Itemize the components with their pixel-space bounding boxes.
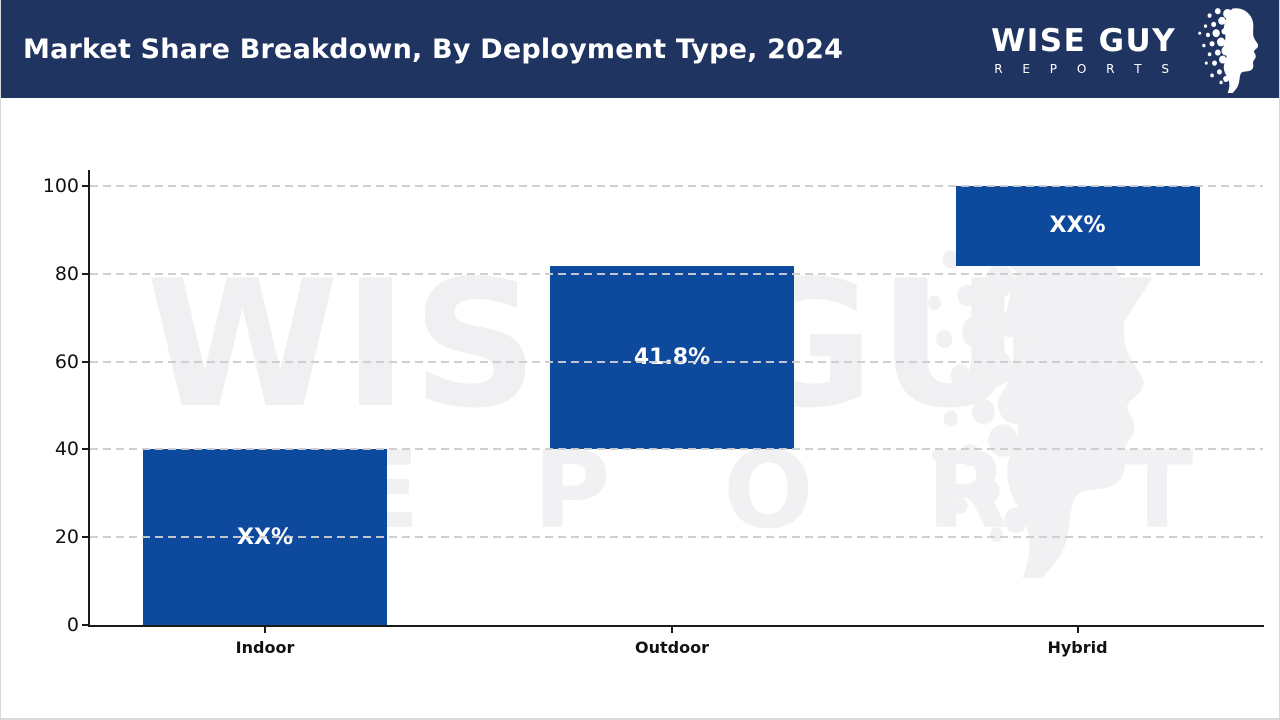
header: Market Share Breakdown, By Deployment Ty… (1, 0, 1279, 98)
page-title: Market Share Breakdown, By Deployment Ty… (23, 33, 844, 65)
y-tick-label: 0 (66, 614, 79, 636)
x-category-label: Indoor (235, 638, 295, 657)
x-tick-mark (1076, 627, 1079, 633)
x-tick-mark (671, 627, 673, 633)
brand-head-icon (1198, 8, 1259, 93)
bar-value-label: 41.8% (633, 345, 711, 371)
bar-value-label: XX% (1049, 213, 1106, 239)
gridline (90, 448, 1263, 451)
y-tick-label: 60 (54, 350, 79, 373)
gridline (90, 360, 1263, 363)
y-tick-label: 20 (54, 526, 79, 549)
x-axis-line (88, 625, 1264, 627)
x-category-label: Hybrid (1047, 638, 1108, 657)
brand-name: WISE GUY (991, 22, 1177, 59)
brand-subtitle: R E P O R T S (994, 61, 1177, 76)
y-tick-label: 40 (54, 438, 79, 461)
y-tick-mark (82, 185, 89, 187)
y-tick-mark (82, 448, 89, 451)
y-tick-label: 80 (54, 262, 79, 285)
x-category-label: Outdoor (635, 638, 709, 657)
bar: 41.8% (550, 265, 794, 450)
y-tick-mark (82, 536, 89, 539)
y-tick-mark (82, 360, 89, 363)
y-tick-mark (82, 272, 89, 275)
gridline (90, 272, 1263, 275)
bar: XX% (955, 186, 1200, 266)
brand-logo-text: WISE GUY R E P O R T S (990, 23, 1177, 76)
brand-logo: WISE GUY R E P O R T S (990, 5, 1267, 93)
gridline (90, 536, 1263, 539)
x-tick-mark (264, 627, 266, 633)
y-tick-label: 100 (42, 175, 79, 197)
y-axis-line (88, 170, 90, 627)
y-tick-mark (82, 624, 89, 626)
gridline (90, 185, 1263, 187)
